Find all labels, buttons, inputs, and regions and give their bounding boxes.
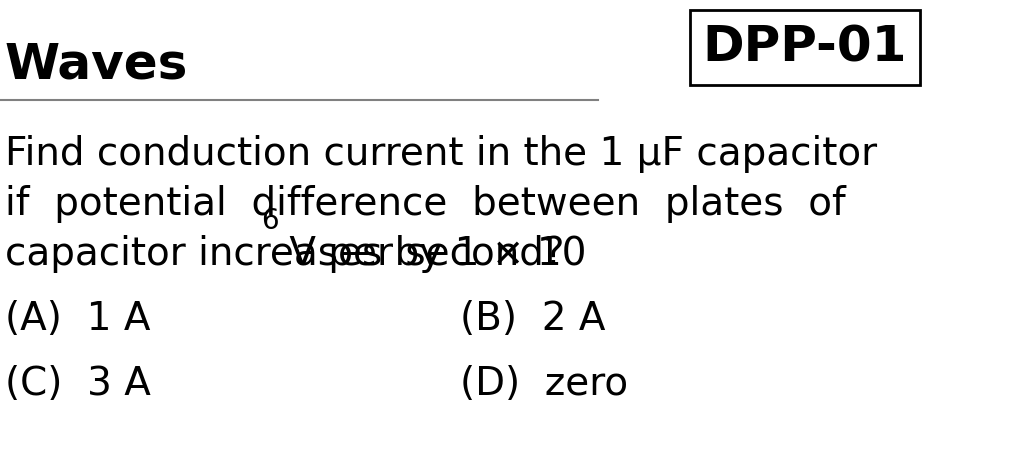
Text: (D)  zero: (D) zero	[460, 365, 628, 403]
Text: DPP-01: DPP-01	[702, 24, 907, 71]
FancyBboxPatch shape	[689, 10, 920, 85]
Text: Find conduction current in the 1 μF capacitor: Find conduction current in the 1 μF capa…	[4, 135, 877, 173]
Text: if  potential  difference  between  plates  of: if potential difference between plates o…	[4, 185, 846, 223]
Text: V per second?: V per second?	[278, 235, 565, 273]
Text: (A)  1 A: (A) 1 A	[4, 300, 151, 338]
Text: (C)  3 A: (C) 3 A	[4, 365, 151, 403]
Text: 6: 6	[261, 207, 279, 235]
Text: Waves: Waves	[4, 40, 188, 88]
Text: capacitor increases by 1 × 10: capacitor increases by 1 × 10	[4, 235, 586, 273]
Text: (B)  2 A: (B) 2 A	[460, 300, 605, 338]
